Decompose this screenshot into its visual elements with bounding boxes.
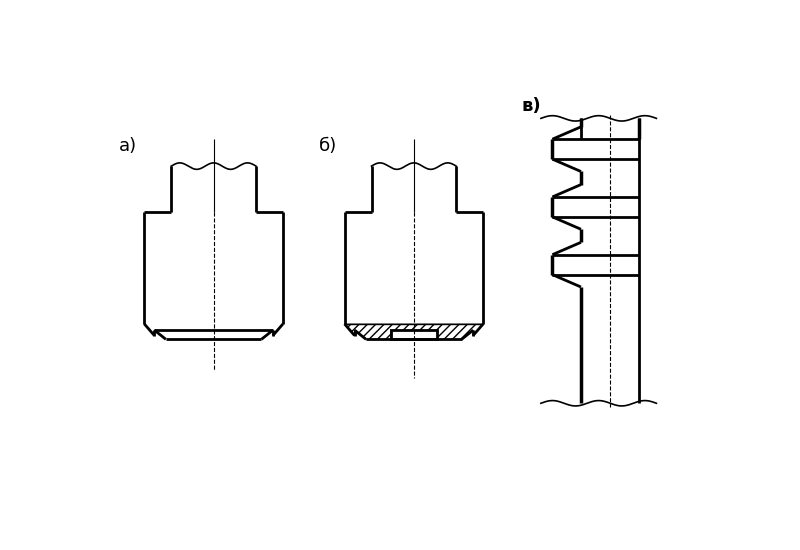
- Text: в): в): [522, 97, 542, 115]
- Text: а): а): [119, 137, 137, 155]
- Polygon shape: [345, 324, 483, 339]
- Polygon shape: [390, 330, 437, 339]
- Text: б): б): [319, 137, 338, 155]
